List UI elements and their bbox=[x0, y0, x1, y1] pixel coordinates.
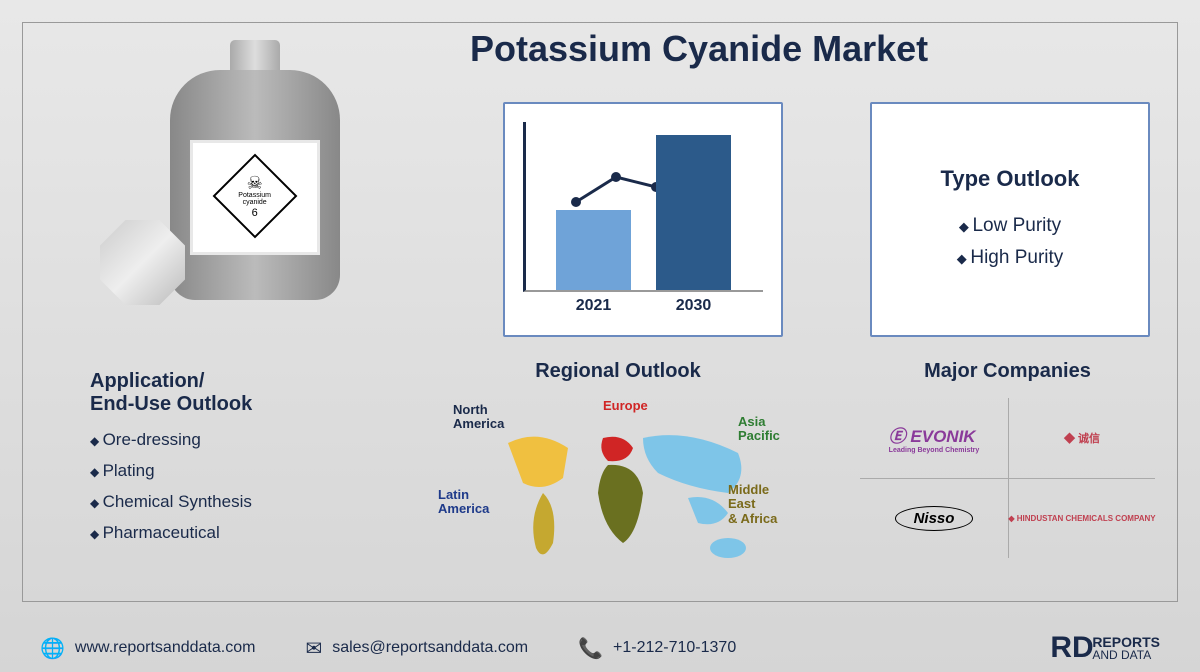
email-text: sales@reportsanddata.com bbox=[332, 639, 528, 657]
region-label: NorthAmerica bbox=[453, 403, 504, 432]
regional-section: Regional Outlook NorthAmerica Europe AsiaP… bbox=[438, 360, 798, 573]
company-hindustan: ◆ HINDUSTAN CHEMICALS COMPANY bbox=[1008, 478, 1156, 558]
type-item-high: High Purity bbox=[957, 247, 1064, 269]
app-item-chemical: Chemical Synthesis bbox=[90, 492, 340, 512]
footer-website: 🌐 www.reportsanddata.com bbox=[40, 636, 255, 661]
company-nisso: Nisso bbox=[860, 478, 1008, 558]
phone-text: +1-212-710-1370 bbox=[613, 639, 736, 657]
company-chengxin: ◆ 诚信 bbox=[1008, 398, 1156, 478]
region-label: AsiaPacific bbox=[738, 415, 780, 444]
world-map-wrap: NorthAmerica Europe AsiaPacific LatinAmeric… bbox=[438, 393, 798, 573]
app-item-ore: Ore-dressing bbox=[90, 430, 340, 450]
companies-grid: Ⓔ EVONIKLeading Beyond Chemistry ◆ 诚信 Ni… bbox=[860, 398, 1155, 558]
app-item-pharma: Pharmaceutical bbox=[90, 523, 340, 543]
bottle-label-text: Potassium cyanide bbox=[227, 191, 283, 205]
page-title: Potassium Cyanide Market bbox=[470, 28, 928, 70]
hazard-class: 6 bbox=[227, 207, 283, 218]
email-icon: ✉ bbox=[305, 636, 322, 661]
companies-title: Major Companies bbox=[860, 360, 1155, 383]
footer: 🌐 www.reportsanddata.com ✉ sales@reports… bbox=[0, 624, 1200, 672]
region-label: Middle East& Africa bbox=[728, 483, 798, 526]
footer-logo: RD REPORTS AND DATA bbox=[1050, 631, 1160, 665]
app-item-plating: Plating bbox=[90, 461, 340, 481]
skull-icon: ☠ bbox=[227, 173, 283, 191]
type-item-low: Low Purity bbox=[959, 215, 1061, 237]
logo-line2: AND DATA bbox=[1092, 649, 1160, 661]
growth-chart-card: 2021 2030 bbox=[503, 102, 783, 337]
region-label: Europe bbox=[603, 399, 648, 413]
region-label: LatinAmerica bbox=[438, 488, 489, 517]
phone-icon: 📞 bbox=[578, 636, 603, 661]
type-outlook-card: Type Outlook Low Purity High Purity bbox=[870, 102, 1150, 337]
logo-mark: RD bbox=[1050, 631, 1084, 665]
bar-label-2021: 2021 bbox=[556, 297, 631, 315]
world-map-icon bbox=[488, 423, 768, 573]
application-section: Application/ End-Use Outlook Ore-dressin… bbox=[90, 370, 340, 554]
application-title-1: Application/ bbox=[90, 370, 340, 393]
logo-line1: REPORTS bbox=[1092, 635, 1160, 649]
regional-title: Regional Outlook bbox=[438, 360, 798, 383]
globe-icon: 🌐 bbox=[40, 636, 65, 661]
bottle-stopper bbox=[100, 220, 185, 305]
bar-label-2030: 2030 bbox=[656, 297, 731, 315]
footer-email: ✉ sales@reportsanddata.com bbox=[305, 636, 528, 661]
bar-chart: 2021 2030 bbox=[523, 122, 763, 292]
type-outlook-title: Type Outlook bbox=[941, 166, 1080, 192]
product-image: ☠ Potassium cyanide 6 bbox=[70, 40, 370, 330]
website-text: www.reportsanddata.com bbox=[75, 639, 256, 657]
footer-phone: 📞 +1-212-710-1370 bbox=[578, 636, 736, 661]
companies-section: Major Companies Ⓔ EVONIKLeading Beyond C… bbox=[860, 360, 1155, 558]
application-title-2: End-Use Outlook bbox=[90, 393, 340, 416]
company-evonik: Ⓔ EVONIKLeading Beyond Chemistry bbox=[860, 398, 1008, 478]
bar-2030: 2030 bbox=[656, 135, 731, 290]
bar-2021: 2021 bbox=[556, 210, 631, 290]
